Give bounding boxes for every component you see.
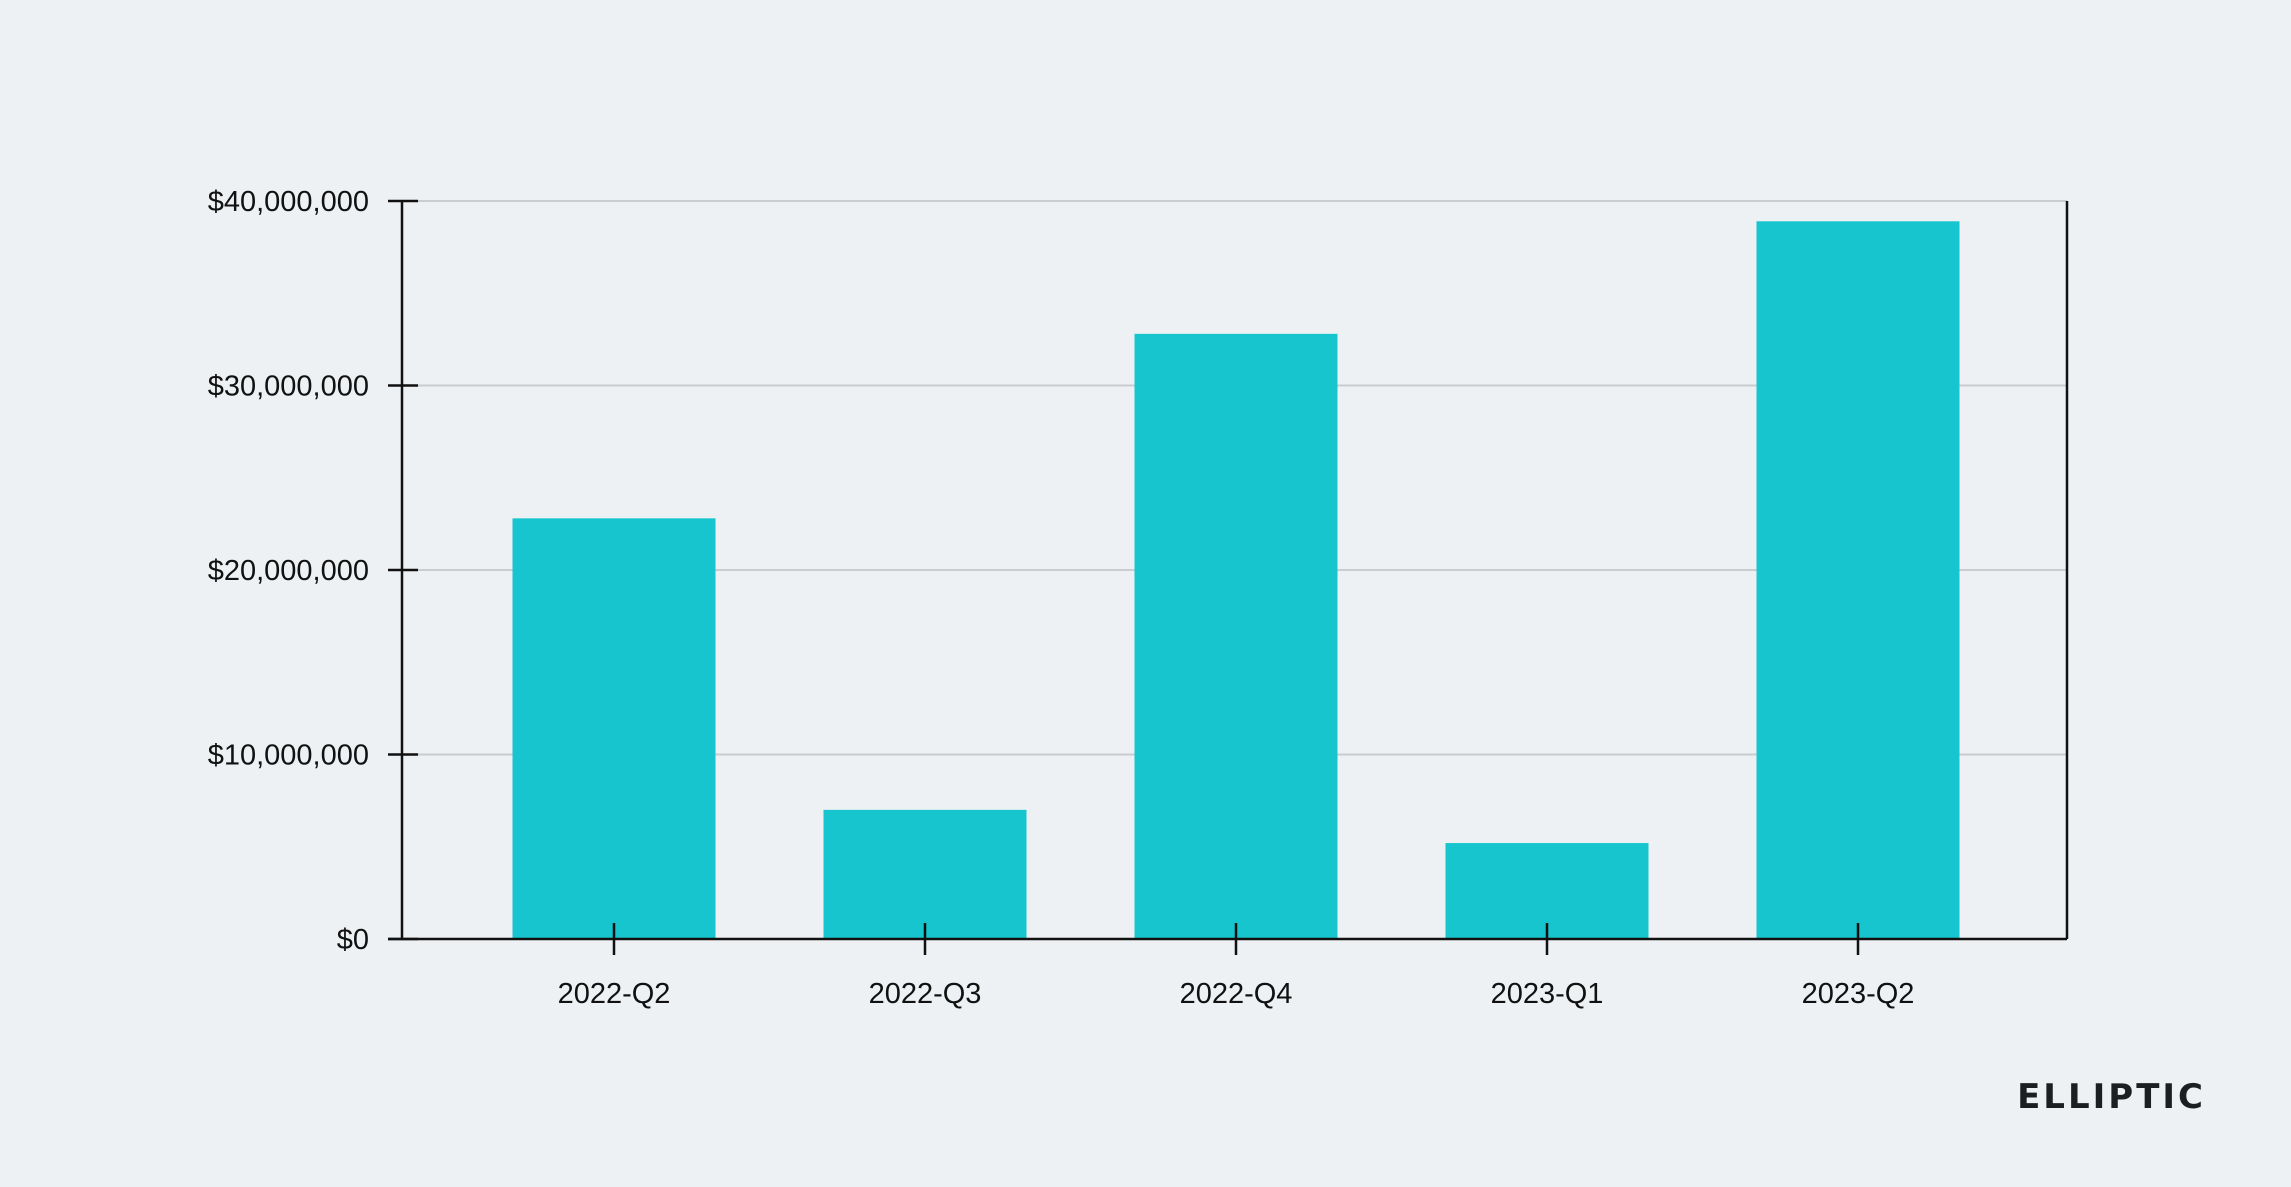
- y-tick-label: $10,000,000: [208, 740, 369, 772]
- tick-labels: $0 $10,000,000 $20,000,000 $30,000,000 $40,0…: [208, 186, 1915, 1010]
- bar-2022-Q2: [512, 518, 716, 939]
- x-tick-label: 2023-Q1: [1491, 978, 1604, 1010]
- bars: [512, 221, 1960, 940]
- y-tick-label: $0: [337, 924, 369, 956]
- bar-2023-Q2: [1756, 221, 1960, 940]
- bar-2022-Q3: [823, 809, 1027, 939]
- axes: [388, 199, 2069, 955]
- y-tick-label: $40,000,000: [208, 186, 369, 218]
- y-tick-label: $20,000,000: [208, 555, 369, 587]
- bar-2022-Q4: [1134, 333, 1338, 940]
- y-tick-label: $30,000,000: [208, 371, 369, 403]
- x-tick-label: 2022-Q3: [869, 978, 982, 1010]
- x-tick-label: 2023-Q2: [1802, 978, 1915, 1010]
- x-tick-label: 2022-Q2: [558, 978, 671, 1010]
- x-tick-label: 2022-Q4: [1180, 978, 1293, 1010]
- elliptic-logo: ELLIPTIC: [2017, 1077, 2206, 1117]
